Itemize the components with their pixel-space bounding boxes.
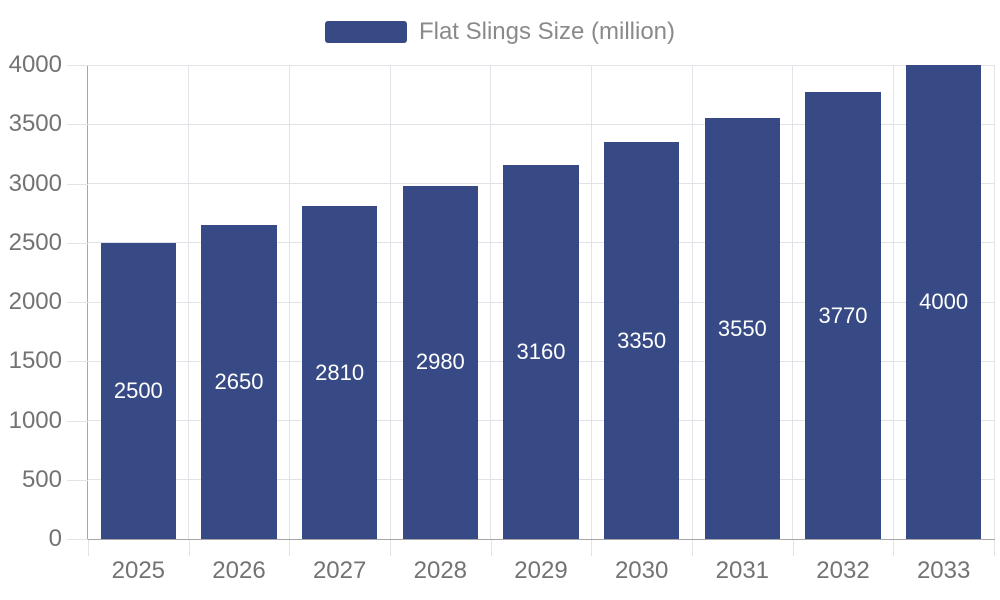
y-axis-label: 3500	[8, 110, 62, 138]
y-tick	[67, 183, 88, 185]
x-tick	[490, 540, 492, 556]
x-tick	[591, 540, 593, 556]
y-axis-label: 3000	[8, 169, 62, 197]
y-tick	[67, 420, 88, 422]
legend-swatch	[324, 21, 407, 43]
x-tick	[88, 540, 89, 556]
y-axis-label: 1500	[8, 347, 62, 375]
plot-area: 2500 2650 2810 2980 3160 3350 3550 3770 4000	[87, 64, 995, 540]
y-axis-label: 2000	[8, 288, 62, 315]
x-tick	[792, 540, 794, 556]
bar[interactable]: 3550	[704, 118, 781, 539]
bar[interactable]: 2980	[402, 185, 479, 539]
x-axis-label: 2027	[312, 557, 367, 584]
y-gridline	[88, 64, 994, 66]
x-gridline	[691, 65, 693, 539]
x-gridline	[288, 65, 290, 539]
x-tick	[893, 540, 895, 556]
x-axis-label: 2031	[715, 557, 770, 584]
bar-value-label: 2810	[315, 359, 365, 385]
bar[interactable]: 2650	[201, 224, 277, 539]
x-gridline	[188, 65, 190, 539]
bar-value-label: 2650	[214, 368, 264, 394]
bar[interactable]: 3770	[805, 92, 881, 539]
y-axis-label: 2500	[8, 228, 62, 256]
x-axis-label: 2028	[413, 557, 468, 584]
x-gridline	[792, 65, 794, 539]
bar[interactable]: 2810	[301, 206, 378, 539]
x-axis-label: 2030	[614, 557, 669, 584]
x-gridline	[490, 65, 492, 539]
x-gridline	[590, 65, 592, 539]
y-axis-label: 4000	[8, 51, 62, 78]
bar[interactable]: 3160	[503, 164, 579, 539]
x-axis-label: 2029	[514, 557, 568, 584]
legend-label: Flat Slings Size (million)	[418, 18, 676, 45]
y-tick	[67, 539, 88, 540]
bar-value-label: 2500	[113, 377, 163, 403]
x-axis-label: 2025	[111, 557, 166, 584]
y-tick	[67, 361, 88, 363]
y-tick	[67, 302, 88, 303]
x-gridline	[993, 65, 995, 539]
x-gridline	[389, 65, 391, 539]
bar[interactable]: 3350	[603, 142, 680, 539]
x-gridline	[892, 65, 894, 539]
x-axis-line	[87, 539, 995, 540]
x-axis-label: 2033	[916, 557, 971, 584]
bar[interactable]: 4000	[905, 65, 982, 539]
y-tick	[67, 124, 88, 126]
y-axis-label: 0	[48, 525, 62, 552]
bar-value-label: 3550	[717, 315, 767, 341]
x-tick	[390, 540, 391, 556]
x-tick	[289, 540, 291, 556]
bar-value-label: 4000	[919, 289, 969, 314]
legend-item[interactable]: Flat Slings Size (million)	[0, 19, 1000, 45]
y-tick	[67, 65, 88, 66]
bar-value-label: 3350	[617, 327, 667, 353]
x-axis-label: 2026	[212, 557, 266, 584]
x-tick	[692, 540, 693, 556]
y-gridline	[88, 123, 994, 125]
y-axis-label: 500	[21, 465, 62, 493]
y-tick	[67, 242, 88, 244]
bar-value-label: 2980	[415, 349, 465, 375]
bar[interactable]: 2500	[100, 242, 177, 539]
bar-value-label: 3770	[818, 302, 868, 328]
y-axis-label: 1000	[8, 406, 62, 434]
y-tick	[67, 479, 88, 481]
x-tick	[994, 540, 995, 556]
bar-value-label: 3160	[516, 338, 566, 364]
x-tick	[188, 540, 190, 556]
x-axis-label: 2032	[816, 557, 870, 584]
